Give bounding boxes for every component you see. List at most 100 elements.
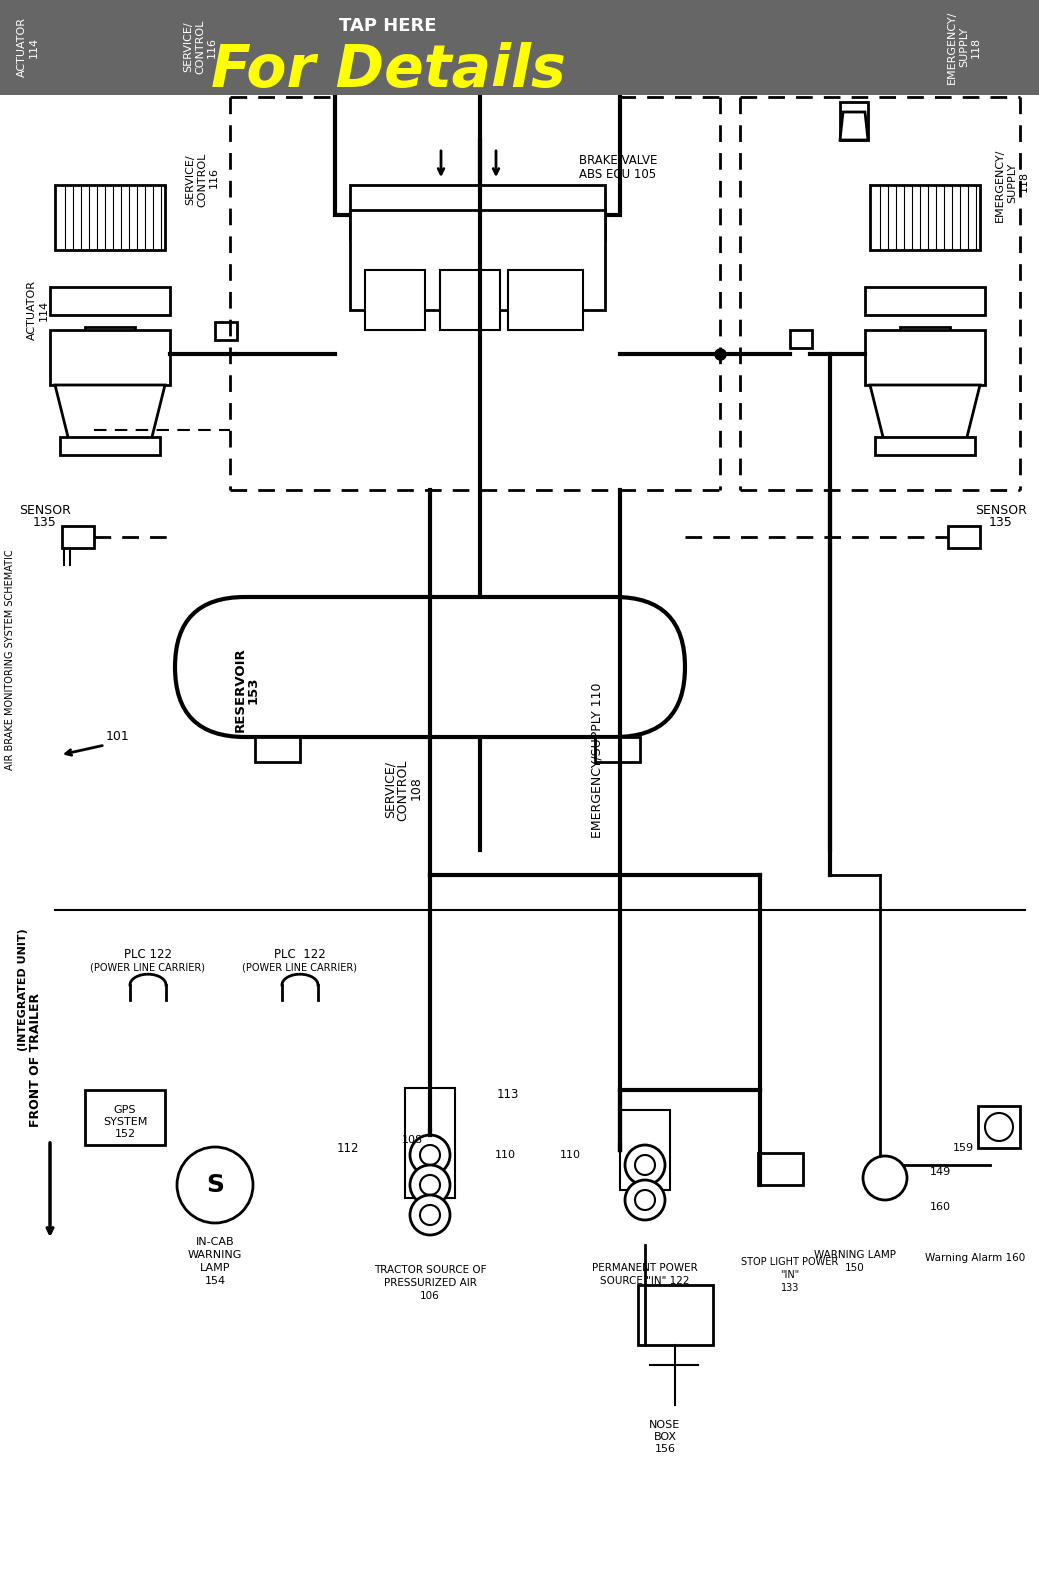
Text: 150: 150: [845, 1263, 864, 1273]
Bar: [358, 212, 412, 247]
Circle shape: [410, 1195, 450, 1235]
Text: 156: 156: [655, 1444, 675, 1453]
Text: CONTROL: CONTROL: [397, 759, 409, 821]
Text: SERVICE/: SERVICE/: [183, 22, 193, 73]
Text: EMERGENCY/: EMERGENCY/: [995, 149, 1005, 222]
Circle shape: [985, 1113, 1013, 1141]
Text: STOP LIGHT POWER: STOP LIGHT POWER: [742, 1257, 838, 1266]
Bar: [50, 287, 170, 315]
Bar: [60, 437, 160, 455]
Text: IN-CAB: IN-CAB: [195, 1236, 235, 1247]
Circle shape: [863, 1155, 907, 1200]
Text: (INTEGRATED UNIT): (INTEGRATED UNIT): [18, 929, 28, 1051]
Text: 159: 159: [953, 1143, 974, 1152]
Polygon shape: [427, 113, 455, 139]
Bar: [50, 330, 170, 385]
Text: PRESSURIZED AIR: PRESSURIZED AIR: [383, 1278, 477, 1289]
Text: BOX: BOX: [654, 1431, 676, 1442]
Text: SUPPLY: SUPPLY: [1007, 163, 1017, 203]
Text: SYSTEM: SYSTEM: [103, 1117, 148, 1127]
Bar: [758, 1152, 803, 1186]
Bar: [875, 437, 975, 455]
Polygon shape: [870, 385, 980, 445]
Bar: [85, 1090, 165, 1144]
Text: 118: 118: [971, 36, 981, 57]
Bar: [870, 185, 980, 250]
Bar: [85, 327, 135, 346]
Text: 110: 110: [495, 1151, 515, 1160]
Text: SOURCE "IN" 122: SOURCE "IN" 122: [601, 1276, 690, 1285]
Text: GPS: GPS: [113, 1105, 136, 1114]
Polygon shape: [55, 385, 165, 445]
Circle shape: [410, 1135, 450, 1174]
Bar: [423, 212, 478, 247]
Text: 110: 110: [559, 1151, 581, 1160]
Text: ACTUATOR: ACTUATOR: [17, 17, 27, 78]
Bar: [638, 1285, 713, 1346]
Bar: [900, 327, 950, 346]
Bar: [548, 212, 593, 247]
Text: 114: 114: [39, 300, 49, 320]
Text: SUPPLY: SUPPLY: [959, 27, 969, 67]
Bar: [439, 269, 500, 330]
FancyBboxPatch shape: [175, 598, 685, 737]
Text: (POWER LINE CARRIER): (POWER LINE CARRIER): [242, 962, 357, 972]
Bar: [840, 101, 868, 139]
Text: 114: 114: [29, 36, 39, 57]
Text: 153: 153: [246, 677, 260, 704]
Text: FRONT OF TRAILER: FRONT OF TRAILER: [29, 992, 43, 1127]
Bar: [365, 269, 425, 330]
Text: NOSE: NOSE: [649, 1420, 681, 1430]
Bar: [62, 526, 94, 548]
Bar: [865, 287, 985, 315]
Bar: [405, 1087, 455, 1198]
Text: PLC  122: PLC 122: [274, 948, 326, 962]
Text: 106: 106: [420, 1292, 439, 1301]
Bar: [55, 185, 165, 250]
Bar: [255, 737, 300, 762]
Polygon shape: [482, 113, 510, 139]
Text: 133: 133: [781, 1282, 799, 1293]
Text: 135: 135: [989, 515, 1013, 528]
Bar: [790, 330, 812, 349]
Bar: [350, 185, 605, 239]
Bar: [427, 101, 455, 139]
Text: SENSOR: SENSOR: [975, 504, 1027, 517]
Text: PLC 122: PLC 122: [124, 948, 172, 962]
Bar: [0, 0, 1039, 95]
Text: 108: 108: [409, 777, 423, 800]
Text: 113: 113: [497, 1089, 520, 1102]
Text: 149: 149: [929, 1167, 951, 1178]
Bar: [215, 322, 237, 341]
Text: For Details: For Details: [211, 41, 565, 98]
Text: 108: 108: [401, 1135, 423, 1144]
Circle shape: [410, 1165, 450, 1205]
Text: BRAKE VALVE: BRAKE VALVE: [579, 154, 658, 166]
Text: TAP HERE: TAP HERE: [340, 17, 436, 35]
Text: AIR BRAKE MONITORING SYSTEM SCHEMATIC: AIR BRAKE MONITORING SYSTEM SCHEMATIC: [5, 550, 15, 770]
Bar: [620, 1110, 670, 1190]
Bar: [335, 0, 620, 216]
Text: WARNING LAMP: WARNING LAMP: [814, 1251, 896, 1260]
Text: EMERGENCY/SUPPLY 110: EMERGENCY/SUPPLY 110: [590, 682, 604, 838]
Text: TRACTOR SOURCE OF: TRACTOR SOURCE OF: [374, 1265, 486, 1274]
Text: PERMANENT POWER: PERMANENT POWER: [592, 1263, 698, 1273]
Text: RESERVOIR: RESERVOIR: [234, 648, 246, 732]
Text: 101: 101: [106, 729, 130, 742]
Text: ACTUATOR: ACTUATOR: [27, 281, 37, 341]
Text: SERVICE/: SERVICE/: [185, 155, 195, 206]
Text: SERVICE/: SERVICE/: [383, 761, 397, 818]
Text: SENSOR: SENSOR: [19, 504, 71, 517]
Bar: [978, 1106, 1020, 1148]
Bar: [948, 526, 980, 548]
Text: CONTROL: CONTROL: [197, 152, 207, 208]
Bar: [595, 737, 640, 762]
Bar: [350, 209, 605, 311]
Text: Warning Alarm 160: Warning Alarm 160: [925, 1254, 1025, 1263]
Text: 160: 160: [930, 1201, 951, 1213]
Text: CONTROL: CONTROL: [195, 19, 205, 74]
Text: "IN": "IN": [780, 1270, 800, 1281]
Text: 116: 116: [209, 168, 219, 189]
Text: S: S: [206, 1173, 224, 1197]
Text: (POWER LINE CARRIER): (POWER LINE CARRIER): [90, 962, 206, 972]
